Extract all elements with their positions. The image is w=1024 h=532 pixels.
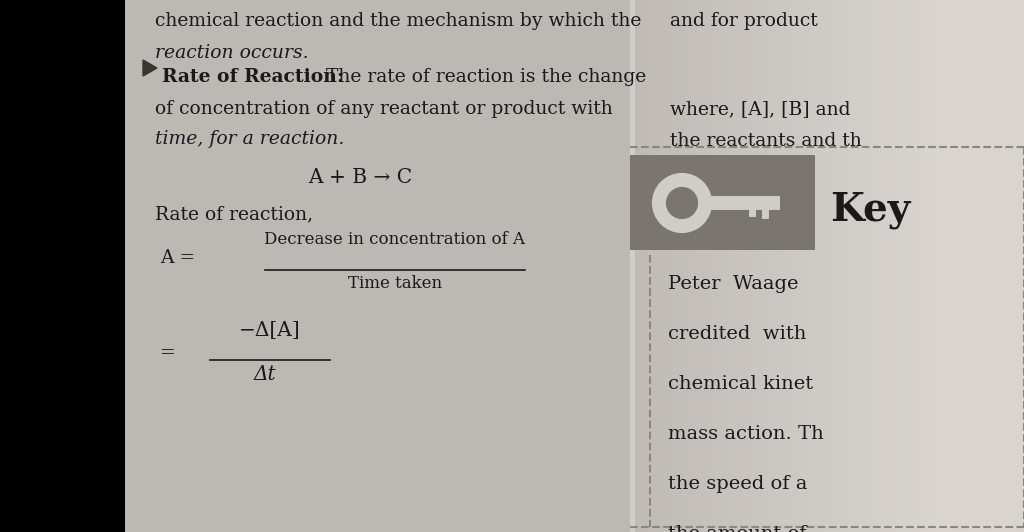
FancyBboxPatch shape [125, 0, 635, 532]
Text: Key: Key [830, 191, 910, 229]
Text: A + B → C: A + B → C [308, 168, 412, 187]
Text: Peter  Waage: Peter Waage [668, 275, 799, 293]
Text: the amount of: the amount of [668, 525, 807, 532]
FancyBboxPatch shape [630, 155, 815, 250]
Text: time, for a reaction.: time, for a reaction. [155, 130, 344, 148]
Text: reaction occurs.: reaction occurs. [155, 44, 308, 62]
Text: the reactants and th: the reactants and th [670, 132, 862, 150]
Text: and for product: and for product [670, 12, 818, 30]
Text: credited  with: credited with [668, 325, 806, 343]
Circle shape [667, 188, 697, 219]
Text: where, [A], [B] and: where, [A], [B] and [670, 100, 851, 118]
Text: the speed of a: the speed of a [668, 475, 807, 493]
Text: chemical reaction and the mechanism by which the: chemical reaction and the mechanism by w… [155, 12, 641, 30]
Circle shape [654, 175, 710, 231]
Text: A =: A = [160, 249, 196, 267]
Text: chemical kinet: chemical kinet [668, 375, 813, 393]
Text: mass action. Th: mass action. Th [668, 425, 823, 443]
Text: =: = [160, 344, 176, 362]
Text: Rate of reaction,: Rate of reaction, [155, 205, 313, 223]
Text: −Δ[A]: −Δ[A] [240, 321, 301, 340]
Text: of concentration of any reactant or product with: of concentration of any reactant or prod… [155, 100, 612, 118]
Text: Decrease in concentration of A: Decrease in concentration of A [264, 231, 525, 248]
Text: Time taken: Time taken [348, 275, 442, 292]
Text: Δt: Δt [254, 365, 276, 384]
FancyBboxPatch shape [630, 0, 1024, 532]
Text: Rate of Reaction:: Rate of Reaction: [162, 68, 344, 86]
Polygon shape [143, 60, 157, 76]
Text: The rate of reaction is the change: The rate of reaction is the change [319, 68, 646, 86]
